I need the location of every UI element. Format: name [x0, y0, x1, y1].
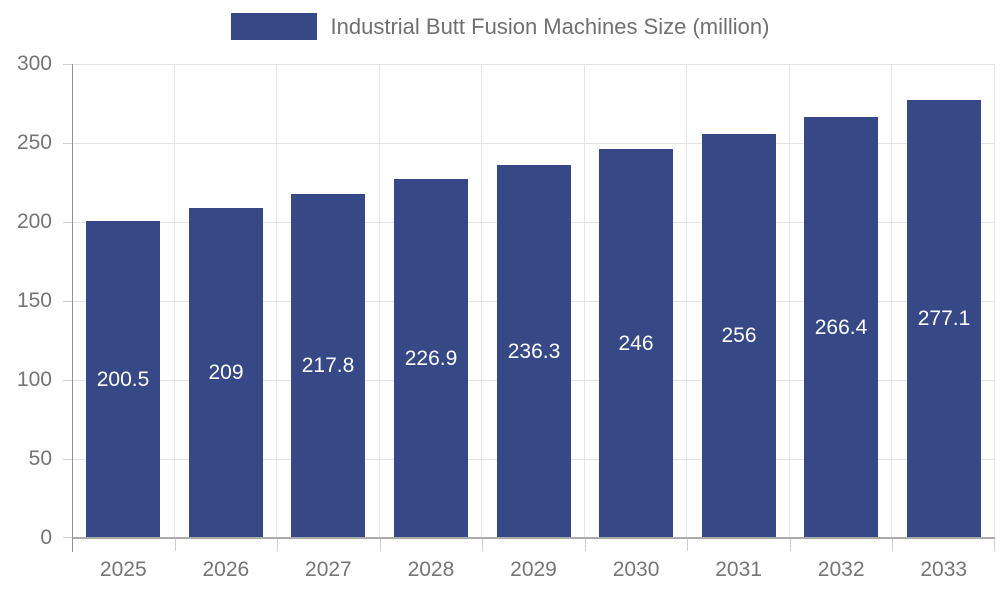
- bar: 277.1: [907, 100, 981, 538]
- x-tick-mark: [790, 538, 791, 551]
- y-tick-mark: [63, 301, 72, 302]
- v-gridline: [379, 64, 380, 538]
- x-tick-label: 2029: [510, 558, 557, 581]
- bar-value-label: 226.9: [404, 346, 458, 370]
- x-tick-mark: [482, 538, 483, 551]
- x-tick-label: 2026: [202, 558, 250, 581]
- y-tick-mark: [63, 222, 72, 223]
- y-tick-mark: [63, 459, 72, 460]
- bar-value-label: 236.3: [507, 339, 561, 363]
- bar-value-label: 266.4: [814, 315, 868, 339]
- bar: 256: [702, 134, 776, 538]
- x-tick-label: 2030: [612, 558, 660, 581]
- bar: 217.8: [291, 194, 365, 538]
- y-tick-mark: [63, 537, 72, 538]
- bar: 209: [189, 208, 263, 538]
- y-tick-label: 100: [16, 368, 52, 391]
- v-gridline: [994, 64, 995, 538]
- x-tick-mark: [892, 538, 893, 551]
- v-gridline: [891, 64, 892, 538]
- y-tick-label: 150: [16, 289, 52, 312]
- y-tick-mark: [63, 64, 72, 65]
- v-gridline: [481, 64, 482, 538]
- legend-label: Industrial Butt Fusion Machines Size (mi…: [330, 13, 770, 39]
- x-axis-line: [72, 537, 995, 539]
- bar-value-label: 256: [721, 324, 757, 347]
- v-gridline: [789, 64, 790, 538]
- y-tick-label: 50: [28, 447, 52, 470]
- y-tick-label: 250: [16, 131, 52, 154]
- v-gridline: [584, 64, 585, 538]
- x-tick-mark: [277, 538, 278, 551]
- x-tick-mark: [380, 538, 381, 551]
- bar-value-label: 200.5: [96, 367, 150, 391]
- x-tick-mark: [585, 538, 586, 551]
- x-tick-mark: [994, 538, 995, 551]
- y-tick-label: 300: [16, 52, 52, 75]
- h-gridline: [72, 64, 995, 65]
- bar: 226.9: [394, 179, 468, 538]
- v-gridline: [686, 64, 687, 538]
- bar: 266.4: [804, 117, 878, 538]
- bar-value-label: 277.1: [917, 307, 971, 330]
- x-tick-mark: [175, 538, 176, 551]
- h-gridline: [72, 143, 995, 144]
- y-axis-line: [72, 64, 73, 552]
- bar-value-label: 209: [208, 361, 244, 384]
- v-gridline: [174, 64, 175, 538]
- chart-legend: Industrial Butt Fusion Machines Size (mi…: [0, 13, 1000, 40]
- plot-area: 0 50 100 150 200 250 300 200.5 2025 209 2026 217.8 2…: [17, 52, 995, 581]
- x-tick-label: 2025: [99, 558, 147, 581]
- y-tick-mark: [63, 143, 72, 144]
- v-gridline: [276, 64, 277, 538]
- y-tick-label: 0: [40, 526, 52, 549]
- x-tick-label: 2031: [715, 558, 762, 581]
- bar-value-label: 246: [618, 331, 654, 355]
- y-tick-mark: [63, 380, 72, 381]
- bar: 200.5: [86, 221, 160, 538]
- bar-value-label: 217.8: [301, 354, 355, 377]
- x-tick-label: 2027: [305, 558, 352, 581]
- x-tick-mark: [687, 538, 688, 551]
- y-tick-label: 200: [16, 210, 52, 233]
- legend-swatch: [230, 13, 317, 40]
- x-tick-label: 2032: [817, 558, 865, 581]
- bar: 236.3: [497, 165, 571, 538]
- x-tick-label: 2028: [407, 558, 455, 581]
- bar: 246: [599, 149, 673, 538]
- x-tick-label: 2033: [920, 558, 968, 581]
